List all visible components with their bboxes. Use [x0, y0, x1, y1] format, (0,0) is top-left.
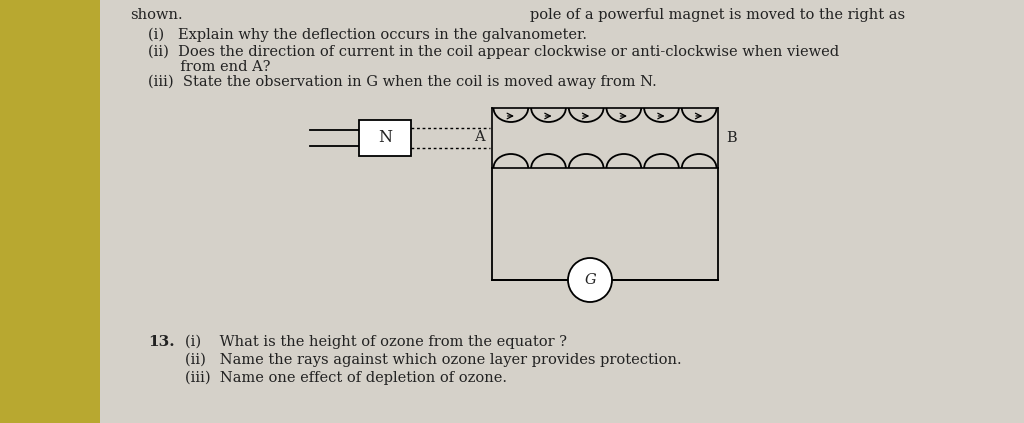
Text: shown.: shown.: [130, 8, 182, 22]
Text: N: N: [378, 129, 392, 146]
Text: A: A: [474, 130, 485, 144]
Circle shape: [568, 258, 612, 302]
Text: (i)   Explain why the deflection occurs in the galvanometer.: (i) Explain why the deflection occurs in…: [148, 28, 587, 42]
Text: (ii)  Does the direction of current in the coil appear clockwise or anti-clockwi: (ii) Does the direction of current in th…: [148, 45, 839, 59]
Text: B: B: [726, 131, 736, 145]
Text: (iii)  Name one effect of depletion of ozone.: (iii) Name one effect of depletion of oz…: [185, 371, 507, 385]
Text: pole of a powerful magnet is moved to the right as: pole of a powerful magnet is moved to th…: [530, 8, 905, 22]
Bar: [359, 120, 411, 156]
Text: (i)    What is the height of ozone from the equator ?: (i) What is the height of ozone from the…: [185, 335, 567, 349]
Text: (ii)   Name the rays against which ozone layer provides protection.: (ii) Name the rays against which ozone l…: [185, 353, 682, 368]
Text: 13.: 13.: [148, 335, 175, 349]
Text: (iii)  State the observation in G when the coil is moved away from N.: (iii) State the observation in G when th…: [148, 75, 656, 89]
Bar: [0, 0, 110, 423]
Text: from end A?: from end A?: [148, 60, 270, 74]
Text: G: G: [584, 273, 596, 287]
